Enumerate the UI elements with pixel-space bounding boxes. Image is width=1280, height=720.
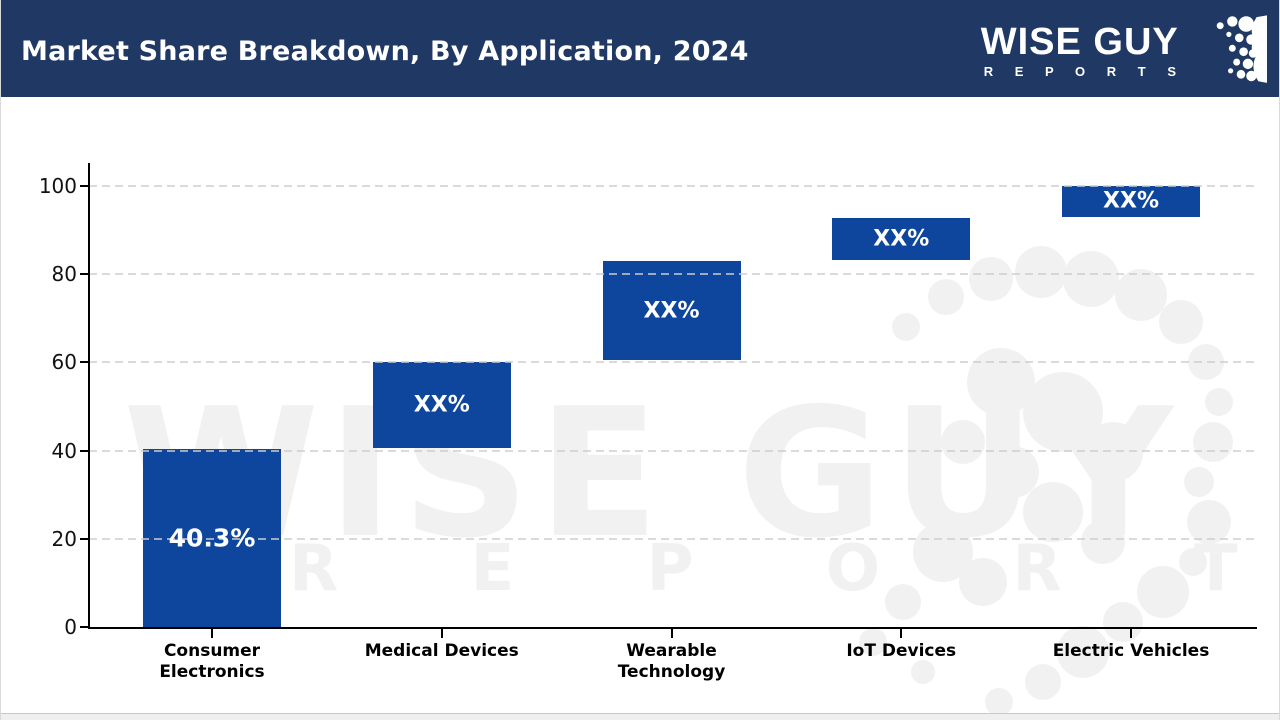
bar-label-2: XX% <box>643 298 700 324</box>
bar-4 <box>1062 186 1200 217</box>
y-tick-40 <box>80 449 88 452</box>
wise-guy-reports-logo: WISE GUY R E P O R T S <box>981 8 1267 92</box>
x-tick-label-0: Consumer Electronics <box>159 641 265 682</box>
bar-1 <box>372 361 511 449</box>
logo-wordmark: WISE GUY <box>980 20 1179 63</box>
footer-strip <box>1 713 1279 720</box>
logo-subtitle: R E P O R T S <box>983 63 1185 79</box>
x-tick-1 <box>440 629 443 638</box>
grid-line-100 <box>89 185 1257 187</box>
bar-label-1: XX% <box>413 392 470 418</box>
x-tick-0 <box>211 629 213 638</box>
y-axis-line <box>88 163 90 628</box>
y-tick-0 <box>80 626 88 628</box>
grid-line-20 <box>89 537 1257 540</box>
x-tick-label-2: Wearable Technology <box>617 641 726 682</box>
header-banner: Market Share Breakdown, By Application, … <box>1 0 1279 97</box>
y-tick-80 <box>80 273 88 276</box>
x-tick-4 <box>1130 629 1132 638</box>
bar-2 <box>602 261 741 361</box>
y-tick-100 <box>80 185 88 187</box>
bar-label-4: XX% <box>1103 188 1159 214</box>
x-tick-label-1: Medical Devices <box>364 641 519 661</box>
watermark-face-dots <box>859 246 1233 714</box>
y-tick-label-60: 60 <box>51 350 77 375</box>
bar-label-0: 40.3% <box>168 523 256 553</box>
bar-3 <box>832 217 971 261</box>
logo-face-icon <box>1216 15 1267 83</box>
y-tick-20 <box>80 537 88 540</box>
watermark: WISE GUY R E P O R T S <box>1 97 1280 714</box>
bar-label-3: XX% <box>873 226 930 252</box>
y-tick-label-100: 100 <box>38 174 77 198</box>
x-tick-2 <box>670 629 673 638</box>
logo-text: WISE GUY R E P O R T S <box>981 22 1185 79</box>
x-tick-label-3: IoT Devices <box>846 641 957 661</box>
grid-line-60 <box>89 361 1257 364</box>
x-tick-label-4: Electric Vehicles <box>1052 641 1210 661</box>
y-tick-60 <box>80 361 88 364</box>
y-tick-label-40: 40 <box>51 438 77 463</box>
y-tick-label-80: 80 <box>51 262 77 287</box>
x-tick-3 <box>900 629 903 638</box>
grid-line-80 <box>89 273 1257 276</box>
x-axis-line <box>88 627 1257 629</box>
page-title: Market Share Breakdown, By Application, … <box>21 36 749 67</box>
y-tick-label-0: 0 <box>64 615 77 639</box>
grid-line-40 <box>89 449 1257 452</box>
y-tick-label-20: 20 <box>51 526 77 551</box>
